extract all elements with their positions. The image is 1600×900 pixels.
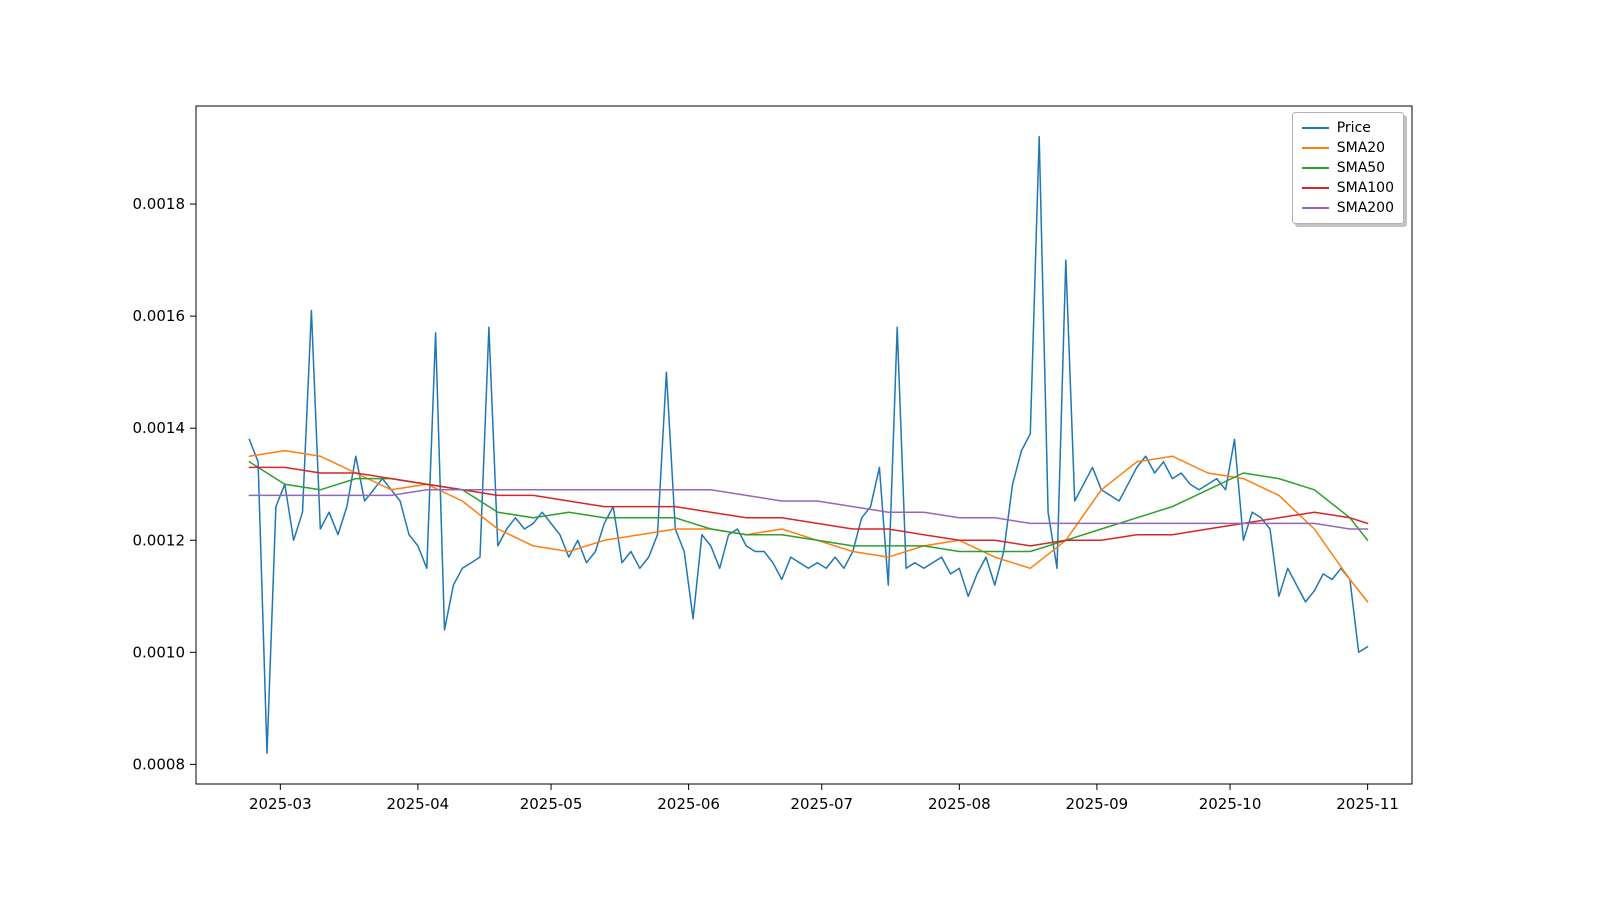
x-tick-label: 2025-05 xyxy=(520,795,583,813)
y-tick-label: 0.0012 xyxy=(133,531,186,549)
y-tick-label: 0.0008 xyxy=(133,755,186,773)
x-tick-label: 2025-03 xyxy=(249,795,312,813)
legend-line-sample-sma50 xyxy=(1301,167,1329,169)
legend-line-sample-price xyxy=(1301,127,1329,129)
legend-label-sma200: SMA200 xyxy=(1336,200,1394,216)
axes-frame xyxy=(195,105,1413,785)
series-line-sma100 xyxy=(248,466,1369,547)
y-tick-label: 0.0010 xyxy=(133,643,186,661)
legend-entry-sma50: SMA50 xyxy=(1301,158,1394,178)
x-tick-label: 2025-11 xyxy=(1336,795,1399,813)
legend-line-sample-sma20 xyxy=(1301,147,1329,149)
y-tick-label: 0.0014 xyxy=(133,419,186,437)
legend-label-sma50: SMA50 xyxy=(1336,160,1386,176)
y-tick-label: 0.0016 xyxy=(133,307,186,325)
x-tick-label: 2025-10 xyxy=(1199,795,1262,813)
y-tick-label: 0.0018 xyxy=(133,195,186,213)
legend-label-price: Price xyxy=(1336,120,1371,136)
legend: Price SMA20 SMA50 SMA100 SMA200 xyxy=(1291,112,1404,224)
series-line-price xyxy=(248,136,1369,754)
x-tick-label: 2025-08 xyxy=(928,795,991,813)
legend-entry-sma200: SMA200 xyxy=(1301,198,1394,218)
legend-label-sma20: SMA20 xyxy=(1336,140,1386,156)
series-line-sma200 xyxy=(248,489,1369,530)
legend-line-sample-sma200 xyxy=(1301,207,1329,209)
legend-entry-sma100: SMA100 xyxy=(1301,178,1394,198)
legend-label-sma100: SMA100 xyxy=(1336,180,1394,196)
x-tick-label: 2025-07 xyxy=(790,795,853,813)
x-tick-label: 2025-06 xyxy=(657,795,720,813)
legend-entry-price: Price xyxy=(1301,118,1394,138)
x-tick-label: 2025-09 xyxy=(1066,795,1129,813)
legend-line-sample-sma100 xyxy=(1301,187,1329,189)
legend-entry-sma20: SMA20 xyxy=(1301,138,1394,158)
x-tick-label: 2025-04 xyxy=(387,795,450,813)
